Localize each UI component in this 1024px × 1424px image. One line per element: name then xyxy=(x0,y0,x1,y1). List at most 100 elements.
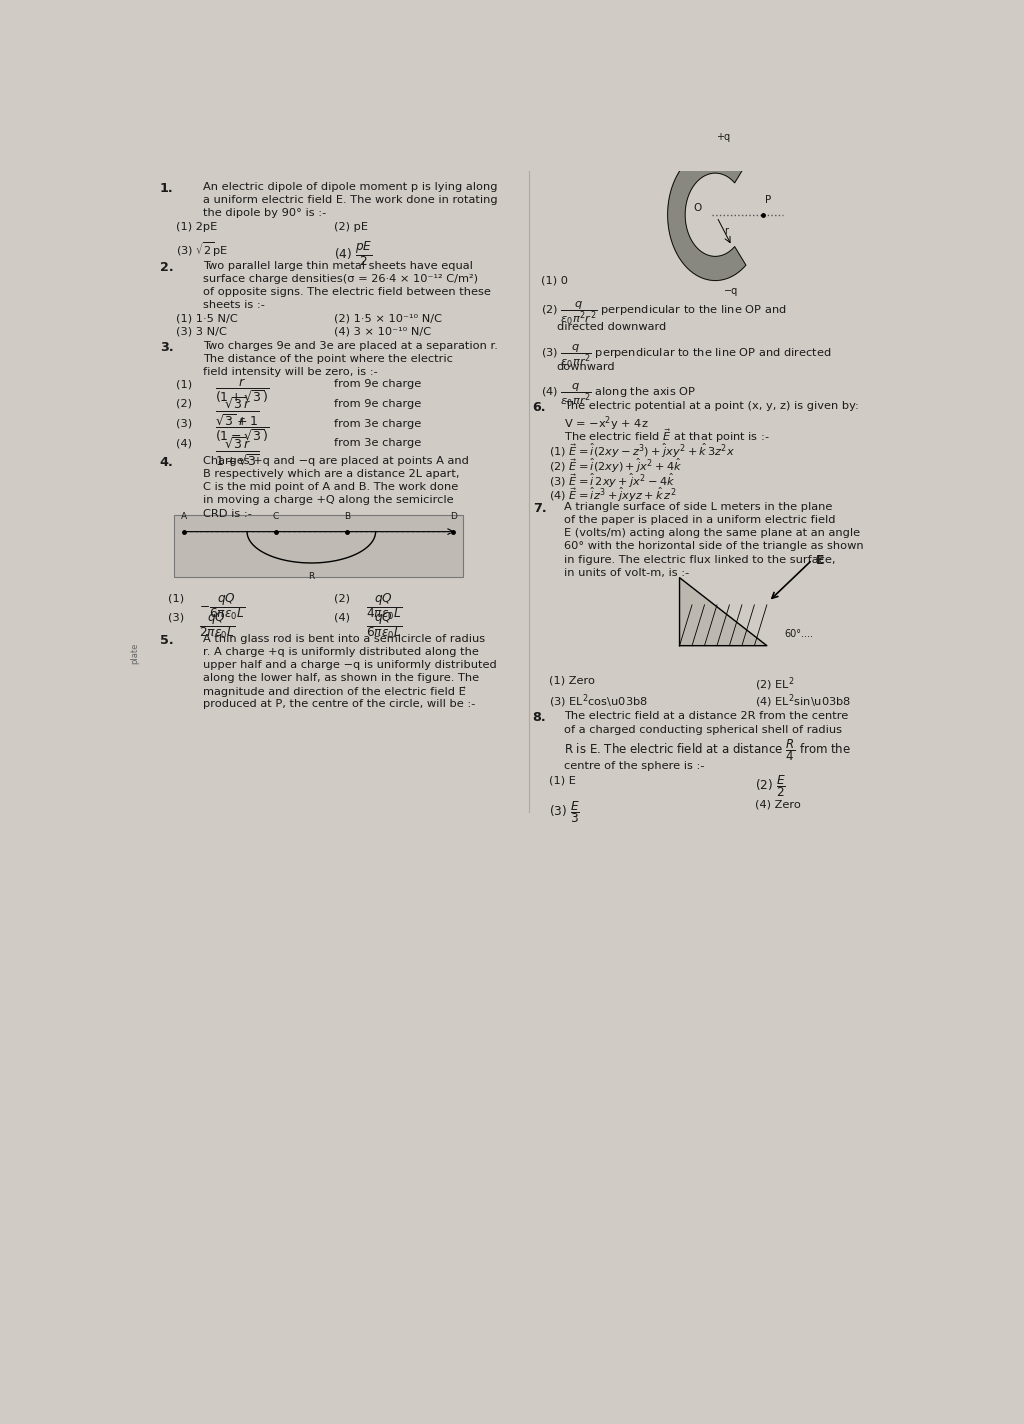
Text: sheets is :-: sheets is :- xyxy=(204,300,265,310)
Text: from 9e charge: from 9e charge xyxy=(334,379,422,389)
Text: (4) 3 × 10⁻¹⁰ N/C: (4) 3 × 10⁻¹⁰ N/C xyxy=(334,326,431,336)
Text: 2.: 2. xyxy=(160,261,173,273)
Text: E (volts/m) acting along the same plane at an angle: E (volts/m) acting along the same plane … xyxy=(564,528,860,538)
Text: $\dfrac{qQ}{6\pi\varepsilon_0 L}$: $\dfrac{qQ}{6\pi\varepsilon_0 L}$ xyxy=(367,611,402,641)
Text: (3) 3 N/C: (3) 3 N/C xyxy=(176,326,226,336)
Text: 4.: 4. xyxy=(160,456,173,468)
Text: (2) 1·5 × 10⁻¹⁰ N/C: (2) 1·5 × 10⁻¹⁰ N/C xyxy=(334,313,442,323)
Text: (2): (2) xyxy=(334,592,350,602)
Text: a uniform electric field E. The work done in rotating: a uniform electric field E. The work don… xyxy=(204,195,498,205)
Text: The electric field $\vec{E}$ at that point is :-: The electric field $\vec{E}$ at that poi… xyxy=(564,427,770,446)
Text: field intensity will be zero, is :-: field intensity will be zero, is :- xyxy=(204,367,378,377)
Text: D: D xyxy=(450,511,457,521)
Text: (4) EL$^2$sin\u03b8: (4) EL$^2$sin\u03b8 xyxy=(755,693,851,711)
Text: C: C xyxy=(272,511,279,521)
Text: $\dfrac{r}{(1-\sqrt{3})}$: $\dfrac{r}{(1-\sqrt{3})}$ xyxy=(215,416,269,444)
Text: (4) $\dfrac{q}{\varepsilon_0\pi r^2}$ along the axis OP: (4) $\dfrac{q}{\varepsilon_0\pi r^2}$ al… xyxy=(541,382,695,409)
Text: Two parallel large thin metal sheets have equal: Two parallel large thin metal sheets hav… xyxy=(204,261,473,271)
Text: (3) $\dfrac{q}{\varepsilon_0\pi r^2}$ perpendicular to the line OP and directed: (3) $\dfrac{q}{\varepsilon_0\pi r^2}$ pe… xyxy=(541,343,830,370)
Text: (4): (4) xyxy=(176,439,191,449)
Text: (4) $\dfrac{pE}{2}$: (4) $\dfrac{pE}{2}$ xyxy=(334,239,373,268)
Text: (3) $\sqrt{2}$pE: (3) $\sqrt{2}$pE xyxy=(176,241,227,259)
Text: (1) $\vec{E} = \hat{i}(2xy - z^3) + \hat{j}xy^2 + \hat{k}\,3z^2x$: (1) $\vec{E} = \hat{i}(2xy - z^3) + \hat… xyxy=(549,441,735,460)
Text: surface charge densities(σ = 26·4 × 10⁻¹² C/m²): surface charge densities(σ = 26·4 × 10⁻¹… xyxy=(204,273,478,283)
Text: 3.: 3. xyxy=(160,340,173,353)
Text: $\dfrac{qQ}{2\pi\varepsilon_0 L}$: $\dfrac{qQ}{2\pi\varepsilon_0 L}$ xyxy=(200,611,236,641)
Text: (2) $\dfrac{E}{2}$: (2) $\dfrac{E}{2}$ xyxy=(755,773,785,799)
Text: in moving a charge +Q along the semicircle: in moving a charge +Q along the semicirc… xyxy=(204,496,454,506)
Text: R: R xyxy=(308,572,314,581)
Text: $\dfrac{qQ}{4\pi\varepsilon_0 L}$: $\dfrac{qQ}{4\pi\varepsilon_0 L}$ xyxy=(367,591,402,622)
Text: V = $-$x$^2$y + 4z: V = $-$x$^2$y + 4z xyxy=(564,414,649,433)
Text: 8.: 8. xyxy=(532,712,547,725)
Text: of opposite signs. The electric field between these: of opposite signs. The electric field be… xyxy=(204,288,492,298)
Text: 60° with the horizontal side of the triangle as shown: 60° with the horizontal side of the tria… xyxy=(564,541,864,551)
Text: $\dfrac{r}{(1+\sqrt{3})}$: $\dfrac{r}{(1+\sqrt{3})}$ xyxy=(215,376,269,404)
Text: (4) $\vec{E} = \hat{i}z^3 + \hat{j}xyz + \hat{k}\,z^2$: (4) $\vec{E} = \hat{i}z^3 + \hat{j}xyz +… xyxy=(549,486,676,504)
Text: 5.: 5. xyxy=(160,634,173,646)
Text: B respectively which are a distance 2L apart,: B respectively which are a distance 2L a… xyxy=(204,468,460,478)
Text: E: E xyxy=(816,554,824,567)
Text: C is the mid point of A and B. The work done: C is the mid point of A and B. The work … xyxy=(204,483,459,493)
Text: magnitude and direction of the electric field E⃗: magnitude and direction of the electric … xyxy=(204,686,466,696)
Text: along the lower half, as shown in the figure. The: along the lower half, as shown in the fi… xyxy=(204,674,479,684)
Text: centre of the sphere is :-: centre of the sphere is :- xyxy=(564,760,705,770)
Text: (2) $\dfrac{q}{\varepsilon_0\pi^2 r^2}$ perpendicular to the line OP and: (2) $\dfrac{q}{\varepsilon_0\pi^2 r^2}$ … xyxy=(541,300,786,328)
Text: (1) 1·5 N/C: (1) 1·5 N/C xyxy=(176,313,238,323)
Text: (1): (1) xyxy=(168,592,183,602)
Text: (2) EL$^2$: (2) EL$^2$ xyxy=(755,675,795,693)
Text: (3): (3) xyxy=(176,419,191,429)
Text: (4) Zero: (4) Zero xyxy=(755,799,801,809)
Text: directed downward: directed downward xyxy=(557,322,666,332)
Text: +q: +q xyxy=(716,132,730,142)
Text: Charges +q and −q are placed at points A and: Charges +q and −q are placed at points A… xyxy=(204,456,469,466)
Text: B: B xyxy=(344,511,350,521)
Text: of the paper is placed in a uniform electric field: of the paper is placed in a uniform elec… xyxy=(564,515,836,525)
Text: An electric dipole of dipole moment p is lying along: An electric dipole of dipole moment p is… xyxy=(204,182,498,192)
Text: P: P xyxy=(765,195,771,205)
Text: r. A charge +q is uniformly distributed along the: r. A charge +q is uniformly distributed … xyxy=(204,646,479,656)
Text: Two charges 9e and 3e are placed at a separation r.: Two charges 9e and 3e are placed at a se… xyxy=(204,340,499,350)
Text: (2) $\vec{E} = \hat{i}(2xy) + \hat{j}x^2 + 4\hat{k}$: (2) $\vec{E} = \hat{i}(2xy) + \hat{j}x^2… xyxy=(549,457,682,476)
Text: R is E. The electric field at a distance $\dfrac{R}{4}$ from the: R is E. The electric field at a distance… xyxy=(564,738,852,763)
Text: upper half and a charge −q is uniformly distributed: upper half and a charge −q is uniformly … xyxy=(204,659,497,669)
Text: (3) $\dfrac{E}{3}$: (3) $\dfrac{E}{3}$ xyxy=(549,799,580,824)
Text: The distance of the point where the electric: The distance of the point where the elec… xyxy=(204,355,454,365)
Text: r: r xyxy=(724,225,728,235)
Text: O: O xyxy=(693,202,701,212)
Text: CRD is :-: CRD is :- xyxy=(204,508,252,518)
Text: (2): (2) xyxy=(176,399,191,409)
Text: (1) Zero: (1) Zero xyxy=(549,675,595,685)
Text: A thin glass rod is bent into a semicircle of radius: A thin glass rod is bent into a semicirc… xyxy=(204,634,485,644)
Text: (1) 0: (1) 0 xyxy=(541,275,567,285)
Text: 6.: 6. xyxy=(532,402,546,414)
Text: 7.: 7. xyxy=(532,503,547,515)
Text: 60°....: 60°.... xyxy=(784,629,813,639)
Text: (4): (4) xyxy=(334,612,350,622)
Text: in figure. The electric flux linked to the surface,: in figure. The electric flux linked to t… xyxy=(564,555,836,565)
Text: $\dfrac{\sqrt{3}r}{1+\sqrt{3}}$: $\dfrac{\sqrt{3}r}{1+\sqrt{3}}$ xyxy=(215,436,260,467)
Text: $\dfrac{\sqrt{3}r}{\sqrt{3}+1}$: $\dfrac{\sqrt{3}r}{\sqrt{3}+1}$ xyxy=(215,396,260,427)
Text: in units of volt-m, is :-: in units of volt-m, is :- xyxy=(564,568,690,578)
FancyBboxPatch shape xyxy=(174,515,463,577)
Text: (3) $\vec{E} = \hat{i}\,2xy + \hat{j}x^2 - 4\hat{k}$: (3) $\vec{E} = \hat{i}\,2xy + \hat{j}x^2… xyxy=(549,471,675,490)
Polygon shape xyxy=(668,150,745,281)
Text: $-\dfrac{qQ}{6\pi\varepsilon_0 L}$: $-\dfrac{qQ}{6\pi\varepsilon_0 L}$ xyxy=(200,591,246,622)
Text: (2) pE: (2) pE xyxy=(334,222,369,232)
Text: from 3e charge: from 3e charge xyxy=(334,439,422,449)
Polygon shape xyxy=(680,578,767,645)
Text: the dipole by 90° is :-: the dipole by 90° is :- xyxy=(204,208,327,218)
Text: plate: plate xyxy=(130,642,139,664)
Text: downward: downward xyxy=(557,362,615,372)
Text: (3): (3) xyxy=(168,612,183,622)
Text: (3) EL$^2$cos\u03b8: (3) EL$^2$cos\u03b8 xyxy=(549,693,647,711)
Text: The electric field at a distance 2R from the centre: The electric field at a distance 2R from… xyxy=(564,712,849,722)
Text: A triangle surface of side L meters in the plane: A triangle surface of side L meters in t… xyxy=(564,503,833,513)
Text: 1.: 1. xyxy=(160,182,173,195)
Text: of a charged conducting spherical shell of radius: of a charged conducting spherical shell … xyxy=(564,725,843,735)
Text: from 9e charge: from 9e charge xyxy=(334,399,422,409)
Text: produced at P, the centre of the circle, will be :-: produced at P, the centre of the circle,… xyxy=(204,699,476,709)
Text: (1): (1) xyxy=(176,379,191,389)
Text: A: A xyxy=(180,511,186,521)
Text: from 3e charge: from 3e charge xyxy=(334,419,422,429)
